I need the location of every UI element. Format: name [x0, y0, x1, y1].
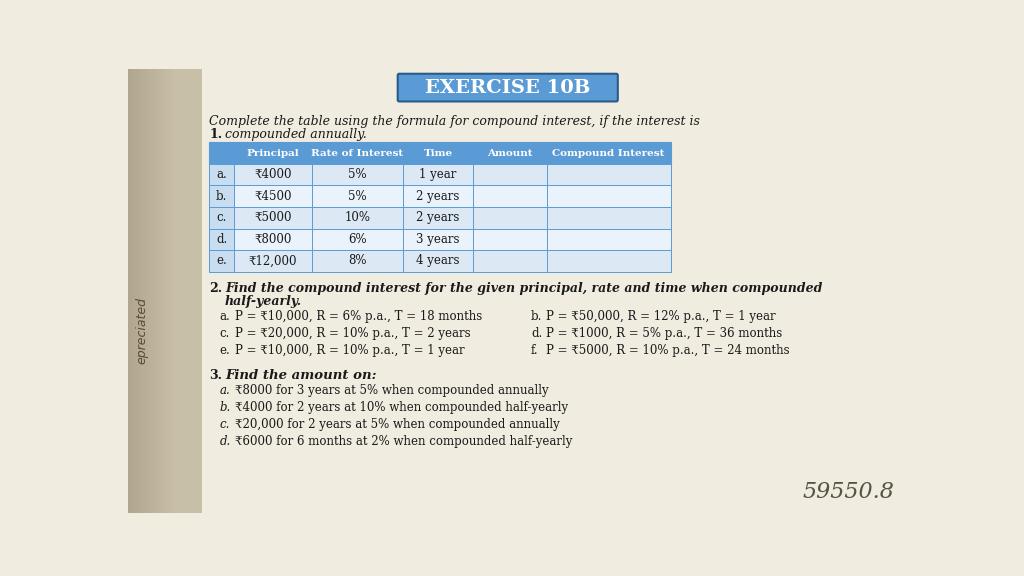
Text: d.: d.: [531, 327, 543, 340]
Text: Principal: Principal: [247, 149, 299, 158]
Text: Time: Time: [424, 149, 453, 158]
Text: Complete the table using the formula for compound interest, if the interest is: Complete the table using the formula for…: [209, 115, 700, 128]
Bar: [403, 229, 473, 250]
FancyBboxPatch shape: [397, 74, 617, 101]
Text: Compound Interest: Compound Interest: [552, 149, 665, 158]
Bar: [209, 229, 234, 250]
Text: 5%: 5%: [348, 190, 367, 203]
Text: compounded annually.: compounded annually.: [225, 128, 367, 141]
Bar: [473, 229, 547, 250]
Bar: [547, 250, 671, 272]
Text: a.: a.: [216, 168, 227, 181]
Text: P = ₹50,000, R = 12% p.a., T = 1 year: P = ₹50,000, R = 12% p.a., T = 1 year: [547, 310, 776, 323]
Bar: [311, 229, 403, 250]
Bar: [403, 164, 473, 185]
Text: ₹20,000 for 2 years at 5% when compounded annually: ₹20,000 for 2 years at 5% when compounde…: [234, 418, 560, 431]
Bar: [209, 185, 234, 207]
Bar: [403, 250, 473, 272]
Bar: [234, 142, 311, 164]
Text: d.: d.: [219, 435, 230, 448]
Bar: [234, 185, 311, 207]
Text: c.: c.: [217, 211, 227, 224]
Text: 4 years: 4 years: [416, 255, 460, 267]
Text: ₹8000 for 3 years at 5% when compounded annually: ₹8000 for 3 years at 5% when compounded …: [234, 384, 549, 397]
Text: b.: b.: [216, 190, 227, 203]
Bar: [403, 142, 473, 164]
Text: 10%: 10%: [344, 211, 371, 224]
Text: 5%: 5%: [348, 168, 367, 181]
Bar: [311, 164, 403, 185]
Text: a.: a.: [219, 384, 230, 397]
Bar: [547, 185, 671, 207]
Text: ₹4500: ₹4500: [254, 190, 292, 203]
Bar: [403, 207, 473, 229]
Text: c.: c.: [219, 418, 229, 431]
Text: ₹12,000: ₹12,000: [249, 255, 297, 267]
Text: P = ₹10,000, R = 10% p.a., T = 1 year: P = ₹10,000, R = 10% p.a., T = 1 year: [234, 344, 465, 357]
Text: P = ₹10,000, R = 6% p.a., T = 18 months: P = ₹10,000, R = 6% p.a., T = 18 months: [234, 310, 482, 323]
Text: P = ₹1000, R = 5% p.a., T = 36 months: P = ₹1000, R = 5% p.a., T = 36 months: [547, 327, 782, 340]
Text: 2 years: 2 years: [417, 211, 460, 224]
Bar: [473, 250, 547, 272]
Text: 2 years: 2 years: [417, 190, 460, 203]
Text: d.: d.: [216, 233, 227, 246]
Text: P = ₹20,000, R = 10% p.a., T = 2 years: P = ₹20,000, R = 10% p.a., T = 2 years: [234, 327, 471, 340]
Text: epreciated: epreciated: [135, 297, 148, 365]
Bar: [547, 229, 671, 250]
Text: Find the amount on:: Find the amount on:: [225, 369, 377, 382]
Text: P = ₹5000, R = 10% p.a., T = 24 months: P = ₹5000, R = 10% p.a., T = 24 months: [547, 344, 791, 357]
Text: 3 years: 3 years: [416, 233, 460, 246]
Text: 1.: 1.: [209, 128, 222, 141]
Bar: [128, 69, 202, 513]
Text: EXERCISE 10B: EXERCISE 10B: [425, 78, 591, 97]
Bar: [311, 250, 403, 272]
Text: ₹4000 for 2 years at 10% when compounded half-yearly: ₹4000 for 2 years at 10% when compounded…: [234, 401, 568, 414]
Text: ₹8000: ₹8000: [254, 233, 292, 246]
Text: ₹5000: ₹5000: [254, 211, 292, 224]
Text: Find the compound interest for the given principal, rate and time when compounde: Find the compound interest for the given…: [225, 282, 822, 295]
Bar: [403, 185, 473, 207]
Text: Amount: Amount: [487, 149, 532, 158]
Bar: [209, 207, 234, 229]
Bar: [547, 164, 671, 185]
Text: ₹6000 for 6 months at 2% when compounded half-yearly: ₹6000 for 6 months at 2% when compounded…: [234, 435, 572, 448]
Bar: [234, 207, 311, 229]
Text: ₹4000: ₹4000: [254, 168, 292, 181]
Text: a.: a.: [219, 310, 230, 323]
Text: 6%: 6%: [348, 233, 367, 246]
Bar: [473, 185, 547, 207]
Bar: [209, 250, 234, 272]
Bar: [311, 207, 403, 229]
Bar: [234, 164, 311, 185]
Bar: [209, 142, 234, 164]
Text: 2.: 2.: [209, 282, 222, 295]
Bar: [473, 142, 547, 164]
Bar: [473, 164, 547, 185]
Text: Rate of Interest: Rate of Interest: [311, 149, 403, 158]
Text: half-yearly.: half-yearly.: [225, 295, 302, 309]
Text: 3.: 3.: [209, 369, 222, 382]
Bar: [234, 250, 311, 272]
Bar: [547, 207, 671, 229]
Bar: [547, 142, 671, 164]
Bar: [473, 207, 547, 229]
Text: 1 year: 1 year: [419, 168, 457, 181]
Text: c.: c.: [219, 327, 229, 340]
Text: 8%: 8%: [348, 255, 367, 267]
Text: f.: f.: [531, 344, 539, 357]
Text: 59550.8: 59550.8: [802, 481, 894, 503]
Text: b.: b.: [531, 310, 543, 323]
Text: e.: e.: [216, 255, 227, 267]
Bar: [234, 229, 311, 250]
Text: b.: b.: [219, 401, 230, 414]
Bar: [311, 185, 403, 207]
Bar: [209, 164, 234, 185]
Text: e.: e.: [219, 344, 230, 357]
Bar: [311, 142, 403, 164]
